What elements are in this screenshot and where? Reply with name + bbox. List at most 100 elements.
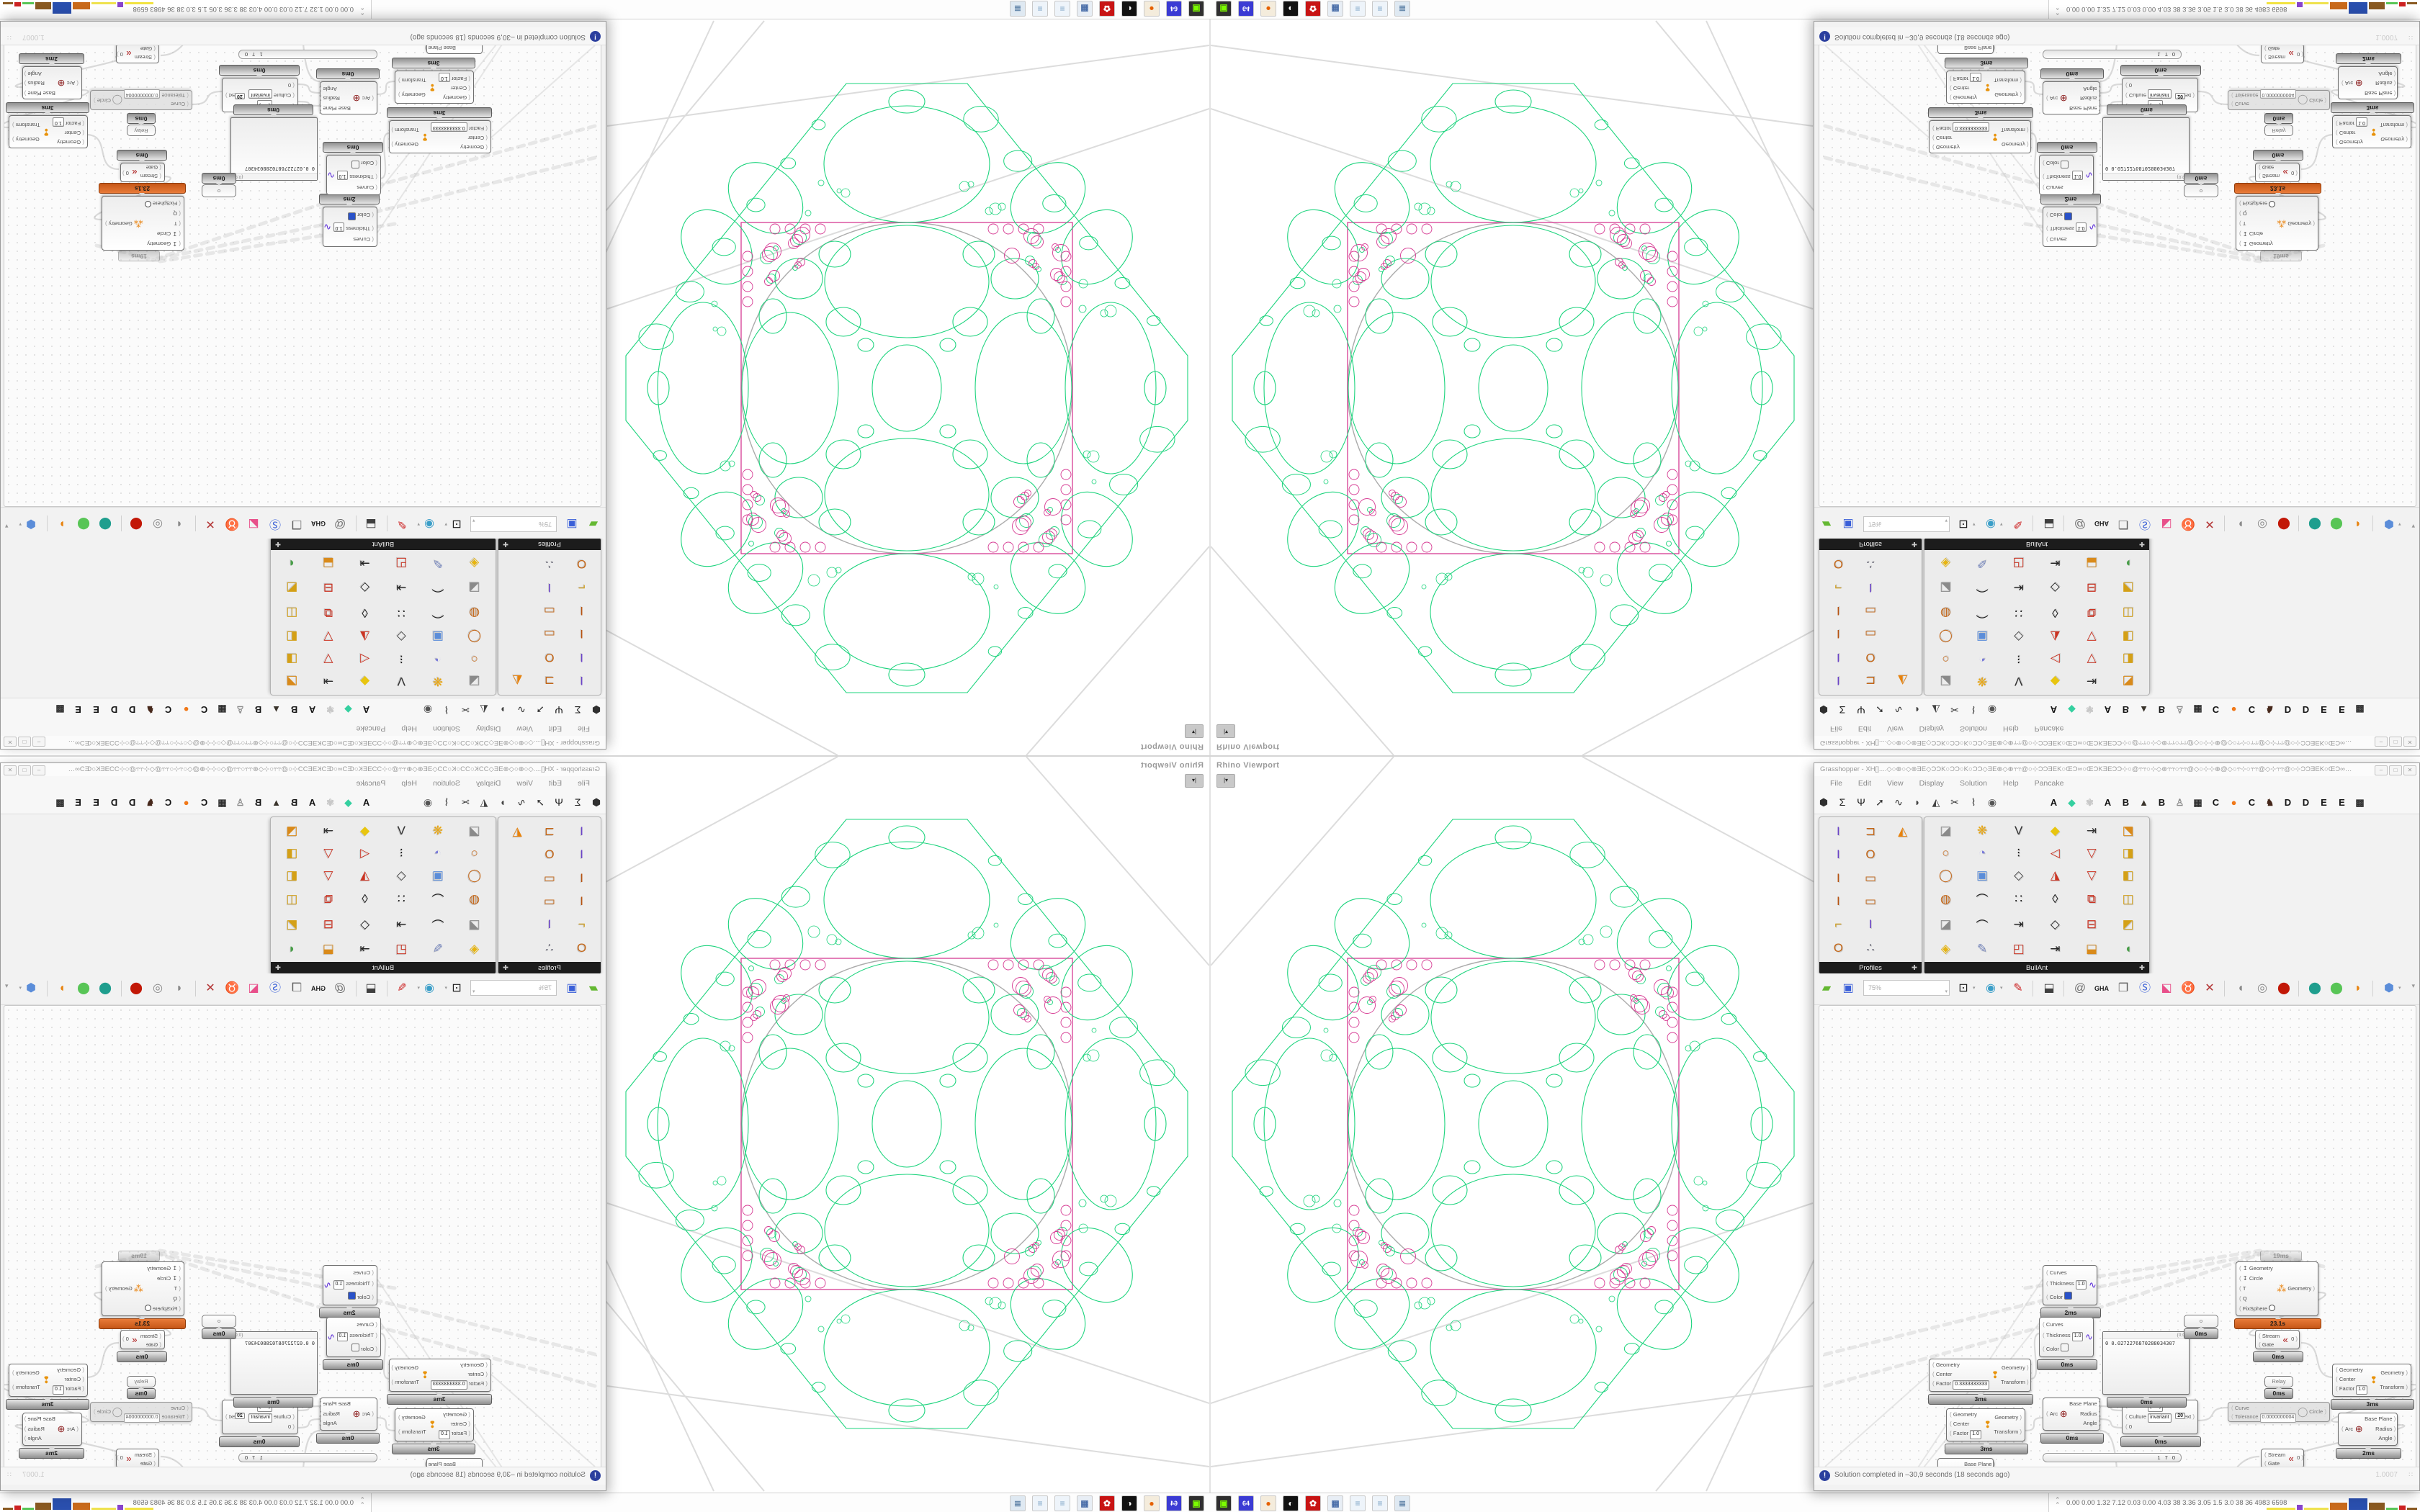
fit-circle-disabled-body[interactable]: ( Curve ( Tolerance 0.0000000004 ◯ Circle … xyxy=(2228,89,2330,110)
tab-dot-icon[interactable]: ● xyxy=(183,704,189,715)
input-color[interactable]: ( Color xyxy=(337,1344,377,1354)
bullant-ring[interactable]: ○ xyxy=(1942,845,1950,860)
input-factor[interactable]: ( Factor 0.3333333333 xyxy=(1932,122,1990,132)
profile-ibeam-4[interactable]: I xyxy=(580,603,584,618)
input-geometry[interactable]: ( Geometry xyxy=(2336,138,2363,145)
notepad-icon-2[interactable]: ≡ xyxy=(1032,1,1048,17)
stats-chevron-icon[interactable]: ⌃ ⌃ xyxy=(2055,1496,2061,1508)
input-curve[interactable]: ( Curve xyxy=(171,101,189,107)
system-device-icon[interactable]: ▣ xyxy=(1216,1495,1232,1511)
custom-preview-1[interactable]: ( Curves ( Thickness 1.0 ( Color ∿ xyxy=(2043,207,2097,247)
input-color[interactable]: ( Color xyxy=(2043,158,2083,168)
octagon-blue-icon[interactable]: ⬢ xyxy=(26,982,36,994)
input-curves[interactable]: ( Curves xyxy=(2043,184,2063,192)
bullant-panel1[interactable]: ⬔ xyxy=(286,824,298,838)
bullant-vred[interactable]: ▽ xyxy=(2087,652,2097,667)
app-64bit-icon[interactable]: 64 xyxy=(1166,1495,1182,1511)
scale-c-body[interactable]: ( Geometry ( Center ( Factor 1.0 ❢ Geometr… xyxy=(9,1364,88,1397)
input-gate[interactable]: ( Gate xyxy=(145,163,161,171)
input-color[interactable]: ( Color xyxy=(2046,210,2087,220)
red-badge-icon[interactable]: ✿ xyxy=(1305,1,1321,17)
slider-170-track[interactable]: 1 7 0 xyxy=(2043,1453,2182,1462)
rhino-viewport[interactable]: Rhino Viewport |▾ xyxy=(605,19,1210,755)
input-0[interactable]: ( 0 xyxy=(2125,1423,2133,1431)
rhino-viewport[interactable]: Rhino Viewport |▾ xyxy=(1210,757,1815,1493)
gimp-icon[interactable]: ◐ xyxy=(1283,1495,1299,1511)
input-color[interactable]: ( Color xyxy=(337,158,377,168)
scale-b-body[interactable]: ( Geometry ( Center ( Factor 1.0 ❢ Geometr… xyxy=(1946,71,2025,104)
remote-at-icon[interactable]: @ xyxy=(2074,982,2087,994)
bullant-scatter[interactable]: ∷ xyxy=(397,891,405,906)
surface-tab-icon[interactable]: ◗ xyxy=(499,704,506,716)
profile-rect-2[interactable]: ▭ xyxy=(1864,894,1877,909)
profile-spacer-1[interactable] xyxy=(1886,843,1919,866)
output-geometry[interactable]: Geometry ) xyxy=(391,141,419,148)
tab-a1[interactable]: A xyxy=(362,704,370,715)
output-geometry[interactable]: Geometry ) xyxy=(398,1413,426,1421)
profile-ring-1[interactable]: O xyxy=(1865,847,1876,862)
output-0[interactable]: 0 ) xyxy=(116,1454,123,1462)
output-transform[interactable]: Transform ) xyxy=(391,127,419,134)
output-transform[interactable]: Transform ) xyxy=(2380,1383,2408,1390)
preview-eye-icon-dropdown[interactable]: ▾ xyxy=(2000,986,2003,991)
input-factor[interactable]: ( Factor 1.0 xyxy=(439,1429,470,1439)
input-stream[interactable]: ( Stream xyxy=(2264,1452,2286,1458)
scale-b[interactable]: ( Geometry ( Center ( Factor 1.0 ❢ Geometr… xyxy=(395,1408,474,1441)
bullant-rainbow[interactable]: ◖ xyxy=(288,941,296,955)
resize-grip[interactable]: ∷ xyxy=(6,34,12,41)
bullant-gem[interactable]: ◈ xyxy=(1940,941,1950,955)
surface-tab-icon[interactable]: ◗ xyxy=(499,796,506,808)
menu-help[interactable]: Help xyxy=(401,779,418,788)
output-radius[interactable]: Radius ) xyxy=(319,95,340,102)
custom-preview-1[interactable]: ( Curves ( Thickness 1.0 ( Color ∿ xyxy=(2043,1265,2097,1305)
notepad-icon-1[interactable]: ≡ xyxy=(1054,1495,1070,1511)
deconstruct-arc-a-body[interactable]: ( Arc ⊕ Base Plane ) Radius ) Angle ) xyxy=(320,1398,377,1431)
pin-teal-icon[interactable]: ⬤ xyxy=(2308,518,2321,530)
profiles-panel-footer[interactable]: Profiles ✚ xyxy=(1819,962,1922,974)
menu-solution[interactable]: Solution xyxy=(433,779,460,788)
input-fixsphere[interactable]: ( FixSphere xyxy=(144,199,181,208)
zoom-extents-icon[interactable]: ⊡ xyxy=(1958,982,1968,994)
bullant-rainbow[interactable]: ◖ xyxy=(288,557,296,571)
scale-c[interactable]: ( Geometry ( Center ( Factor 1.0 ❢ Geometr… xyxy=(9,1364,88,1397)
output-geometry[interactable]: Geometry ) xyxy=(2287,1284,2315,1292)
slider-170[interactable]: 1 7 0 xyxy=(238,50,377,59)
bullant-map3[interactable]: ⇥ xyxy=(359,557,370,571)
profile-angle[interactable]: ⌐ xyxy=(1834,917,1842,932)
bullant-vred[interactable]: ▽ xyxy=(323,652,333,667)
data-panel[interactable]: {0;0} 0 0.0272276870288034307 xyxy=(230,1331,318,1395)
input-center[interactable]: ( Center xyxy=(1950,84,1970,91)
open-file-icon[interactable]: ▰ xyxy=(1821,982,1832,994)
profile-ibeam-4[interactable]: I xyxy=(1836,603,1840,618)
slider-170[interactable]: 1 7 0 xyxy=(2043,50,2182,59)
bullant-bars[interactable]: ⁝ xyxy=(2016,845,2021,860)
bullant-poly[interactable]: ◇ xyxy=(2014,630,2024,644)
tab-c1[interactable]: C xyxy=(2212,704,2220,715)
tab-a1[interactable]: A xyxy=(2050,704,2058,715)
output-0[interactable]: 0 ) xyxy=(122,1336,129,1343)
input-t[interactable]: ( T xyxy=(2239,220,2246,228)
toolbar-collapse-icon[interactable]: ▾ xyxy=(5,982,9,989)
bullant-poly2[interactable]: ◇ xyxy=(2050,917,2060,932)
output-geometry[interactable]: Geometry ) xyxy=(2380,1369,2408,1376)
input-curves[interactable]: ( Curves xyxy=(2043,1320,2063,1328)
profile-spacer-3[interactable] xyxy=(501,890,534,913)
menu-view[interactable]: View xyxy=(516,779,533,788)
intersect-tab-icon[interactable]: ✂ xyxy=(1950,704,1959,716)
lightbulb-icon[interactable]: ♉ xyxy=(225,982,239,994)
scale-c-body[interactable]: ( Geometry ( Center ( Factor 1.0 ❢ Geometr… xyxy=(9,115,88,148)
profile-rect-2[interactable]: ▭ xyxy=(1864,603,1877,618)
bullant-wedge2[interactable]: ◪ xyxy=(468,580,480,595)
tab-e2[interactable]: E xyxy=(75,704,81,715)
bullant-lock3[interactable]: ◫ xyxy=(2122,606,2134,621)
input-arc[interactable]: ( Arc xyxy=(2341,80,2354,87)
output-transform[interactable]: Transform ) xyxy=(12,1383,40,1390)
deconstruct-arc-b-body[interactable]: ( Arc ⊕ Base Plane ) Radius ) Angle ) xyxy=(2338,1413,2398,1446)
calculator-icon[interactable]: ▦ xyxy=(1327,1495,1343,1511)
curve-tab-icon[interactable]: ∿ xyxy=(1894,704,1903,716)
output-base-plane[interactable]: Base Plane ) xyxy=(319,1400,351,1408)
output-angle[interactable]: Angle ) xyxy=(24,70,42,77)
fit-circle-disabled-body[interactable]: ( Curve ( Tolerance 0.0000000004 ◯ Circle … xyxy=(2228,1402,2330,1423)
input-circle[interactable]: ( ↧ Circle xyxy=(2239,230,2263,238)
profile-ring-2[interactable]: O xyxy=(1833,940,1843,955)
